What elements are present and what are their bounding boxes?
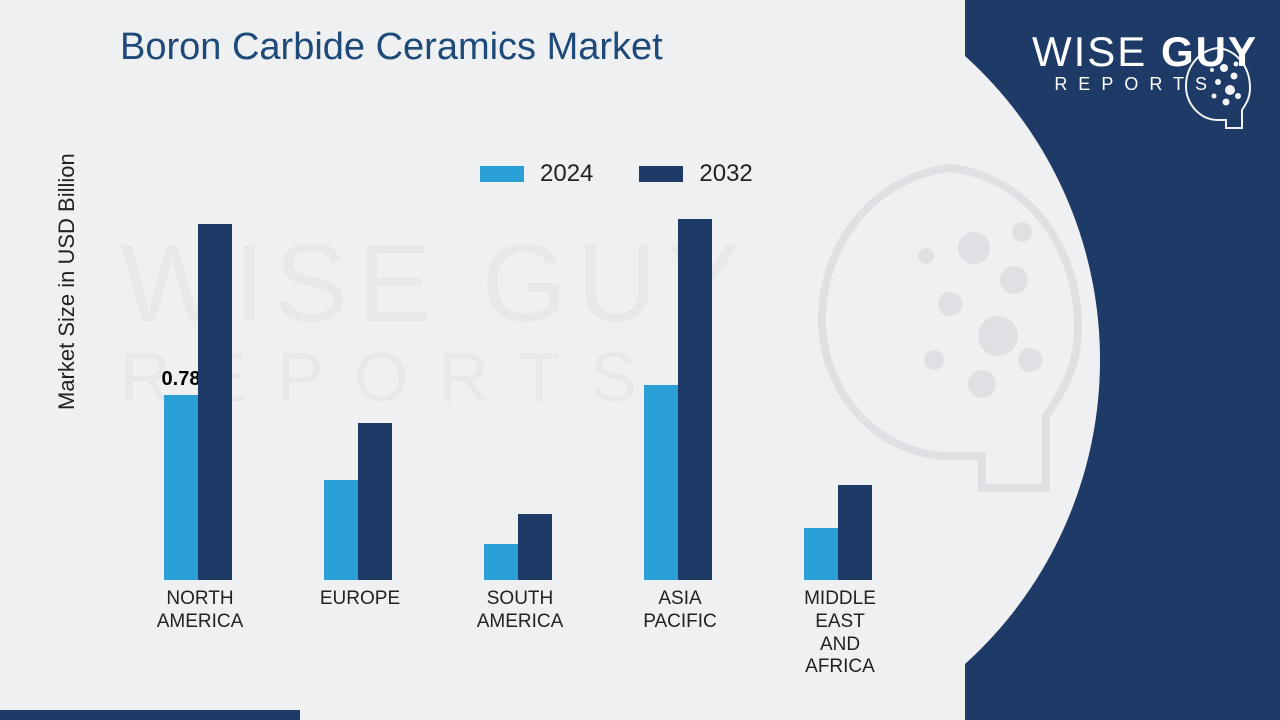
bar [358, 423, 392, 580]
legend-swatch-2024 [480, 166, 524, 182]
brand-head-icon [1178, 46, 1258, 136]
category-label: NORTHAMERICA [130, 580, 270, 634]
legend-item-2024: 2024 [480, 160, 593, 188]
bar [164, 395, 198, 580]
plot-area: 0.78NORTHAMERICAEUROPESOUTHAMERICAASIAPA… [140, 200, 940, 580]
legend-item-2032: 2032 [639, 160, 752, 188]
bar-chart: Market Size in USD Billion 2024 2032 0.7… [60, 150, 960, 690]
bar [838, 485, 872, 580]
bar [804, 528, 838, 580]
bar [324, 480, 358, 580]
brand-wise: WISE [1032, 28, 1161, 75]
page-title: Boron Carbide Ceramics Market [120, 26, 663, 69]
brand-logo: WISE GUY REPORTS [983, 28, 1258, 95]
category-label: EUROPE [290, 580, 430, 611]
bar [644, 385, 678, 580]
category-label: SOUTHAMERICA [450, 580, 590, 634]
category-label: MIDDLEEASTANDAFRICA [770, 580, 910, 679]
legend-label-2024: 2024 [540, 160, 593, 188]
y-axis-label: Market Size in USD Billion [54, 153, 80, 410]
category-label: ASIAPACIFIC [610, 580, 750, 634]
data-label: 0.78 [162, 368, 201, 391]
bar [198, 224, 232, 580]
legend-label-2032: 2032 [699, 160, 752, 188]
legend: 2024 2032 [480, 160, 753, 188]
page: WISE GUY REPORTS Boron Carbide Ceramics … [0, 0, 1280, 720]
bar [678, 219, 712, 580]
bar [484, 544, 518, 580]
bar [518, 514, 552, 581]
footer-accent-bar [0, 710, 300, 720]
legend-swatch-2032 [639, 166, 683, 182]
